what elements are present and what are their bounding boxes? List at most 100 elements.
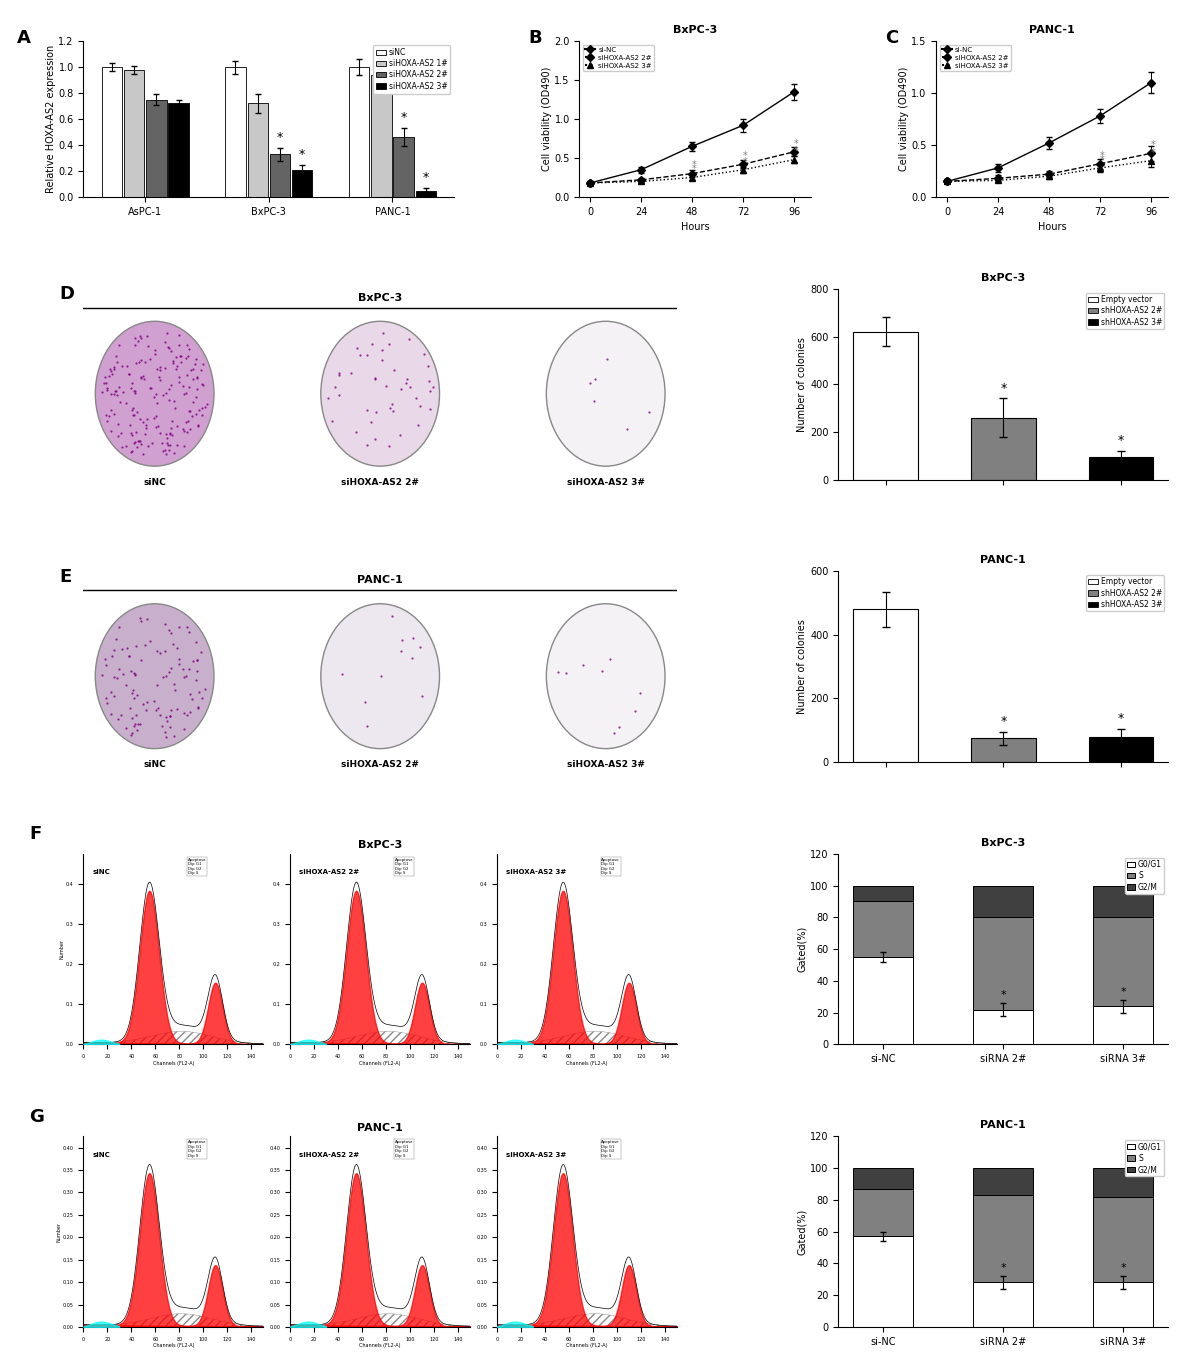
Title: PANC-1: PANC-1 [981,1120,1026,1130]
Text: *: * [1000,715,1006,728]
Bar [974,918,1033,1010]
Ellipse shape [546,321,665,466]
Bar [269,155,290,197]
Text: *: * [1000,1263,1006,1274]
Bar [1093,1197,1153,1282]
Text: *: * [1120,986,1126,997]
Text: siHOXA-AS2 2#: siHOXA-AS2 2# [299,1152,359,1157]
Bar [349,67,370,197]
Bar [416,190,436,197]
Text: *: * [691,164,696,174]
X-axis label: Channels (FL2-A): Channels (FL2-A) [153,1343,194,1347]
Text: Apoptose
Dip G1
Dip G2
Dip S: Apoptose Dip G1 Dip G2 Dip S [395,858,414,876]
Text: *: * [1120,1263,1126,1274]
Y-axis label: Number: Number [56,1222,62,1242]
Text: siHOXA-AS2 2#: siHOXA-AS2 2# [341,477,420,487]
Title: PANC-1: PANC-1 [358,1123,403,1133]
Bar [1093,918,1153,1007]
Text: BxPC-3: BxPC-3 [358,293,402,302]
Y-axis label: Relative HOXA-AS2 expression: Relative HOXA-AS2 expression [45,45,56,193]
Text: PANC-1: PANC-1 [358,575,403,586]
Bar [292,170,312,197]
Bar [853,610,918,762]
Bar [1088,457,1153,480]
Bar [1093,1282,1153,1327]
Bar [974,1196,1033,1282]
Text: *: * [794,146,799,156]
Text: *: * [401,111,406,124]
X-axis label: Channels (FL2-A): Channels (FL2-A) [566,1343,608,1347]
Legend: si-NC, siHOXA-AS2 2#, siHOXA-AS2 3#: si-NC, siHOXA-AS2 2#, siHOXA-AS2 3# [939,45,1011,71]
Y-axis label: Number of colonies: Number of colonies [797,620,807,714]
Text: siNC: siNC [143,477,166,487]
Text: *: * [1000,382,1006,395]
Bar [971,417,1036,480]
Text: siHOXA-AS2 3#: siHOXA-AS2 3# [566,477,645,487]
Text: *: * [1118,434,1124,447]
Text: *: * [743,156,747,167]
Text: *: * [1151,148,1156,157]
Bar [371,75,392,197]
Bar [853,1237,913,1327]
Text: E: E [60,568,72,586]
Text: siNC: siNC [93,869,110,876]
X-axis label: Hours: Hours [681,222,709,233]
Ellipse shape [95,321,215,466]
Bar [853,332,918,480]
Bar [101,67,122,197]
Legend: G0/G1, S, G2/M: G0/G1, S, G2/M [1125,858,1165,893]
Text: B: B [528,29,542,47]
Bar [1088,736,1153,762]
Text: *: * [1000,990,1006,1000]
Bar [124,70,144,197]
Text: C: C [886,29,899,47]
Y-axis label: Number: Number [60,940,64,959]
Title: BxPC-3: BxPC-3 [673,25,718,34]
Legend: G0/G1, S, G2/M: G0/G1, S, G2/M [1125,1140,1165,1176]
Text: siNC: siNC [143,761,166,769]
Text: siHOXA-AS2 2#: siHOXA-AS2 2# [299,869,359,876]
Text: *: * [423,171,429,185]
X-axis label: Channels (FL2-A): Channels (FL2-A) [360,1060,401,1066]
Text: Apoptose
Dip G1
Dip G2
Dip S: Apoptose Dip G1 Dip G2 Dip S [188,858,206,876]
Text: Apoptose
Dip G1
Dip G2
Dip S: Apoptose Dip G1 Dip G2 Dip S [602,1140,620,1157]
Text: Apoptose
Dip G1
Dip G2
Dip S: Apoptose Dip G1 Dip G2 Dip S [395,1140,414,1157]
Legend: si-NC, siHOXA-AS2 2#, siHOXA-AS2 3#: si-NC, siHOXA-AS2 2#, siHOXA-AS2 3# [583,45,654,71]
Bar [971,739,1036,762]
Y-axis label: Gated(%): Gated(%) [797,1208,807,1254]
Ellipse shape [546,603,665,748]
Bar [853,1189,913,1237]
Ellipse shape [95,603,215,748]
Text: G: G [30,1108,44,1126]
Text: *: * [1100,150,1105,160]
Bar [853,902,913,958]
Bar [1093,1168,1153,1197]
Text: siHOXA-AS2 2#: siHOXA-AS2 2# [341,761,420,769]
Text: A: A [17,29,31,47]
Title: BxPC-3: BxPC-3 [358,840,402,851]
Y-axis label: Cell viability (OD490): Cell viability (OD490) [541,67,552,171]
Bar [147,100,167,197]
Legend: Empty vector, shHOXA-AS2 2#, shHOXA-AS2 3#: Empty vector, shHOXA-AS2 2#, shHOXA-AS2 … [1086,293,1165,328]
Bar [248,104,268,197]
Text: siHOXA-AS2 3#: siHOXA-AS2 3# [507,869,566,876]
Bar [225,67,246,197]
Text: *: * [743,150,747,161]
Y-axis label: Gated(%): Gated(%) [797,926,807,973]
Bar [853,885,913,902]
Text: *: * [691,160,696,171]
Text: *: * [277,131,284,144]
Title: PANC-1: PANC-1 [1030,25,1075,34]
Bar [974,1282,1033,1327]
Ellipse shape [321,321,440,466]
Title: BxPC-3: BxPC-3 [981,837,1025,848]
Bar [1093,1007,1153,1045]
Text: Apoptose
Dip G1
Dip G2
Dip S: Apoptose Dip G1 Dip G2 Dip S [602,858,620,876]
Bar [1093,885,1153,918]
Bar [853,958,913,1045]
Text: Apoptose
Dip G1
Dip G2
Dip S: Apoptose Dip G1 Dip G2 Dip S [188,1140,206,1157]
Bar [974,1168,1033,1196]
X-axis label: Channels (FL2-A): Channels (FL2-A) [153,1060,194,1066]
Text: D: D [60,285,75,304]
Bar [974,885,1033,918]
